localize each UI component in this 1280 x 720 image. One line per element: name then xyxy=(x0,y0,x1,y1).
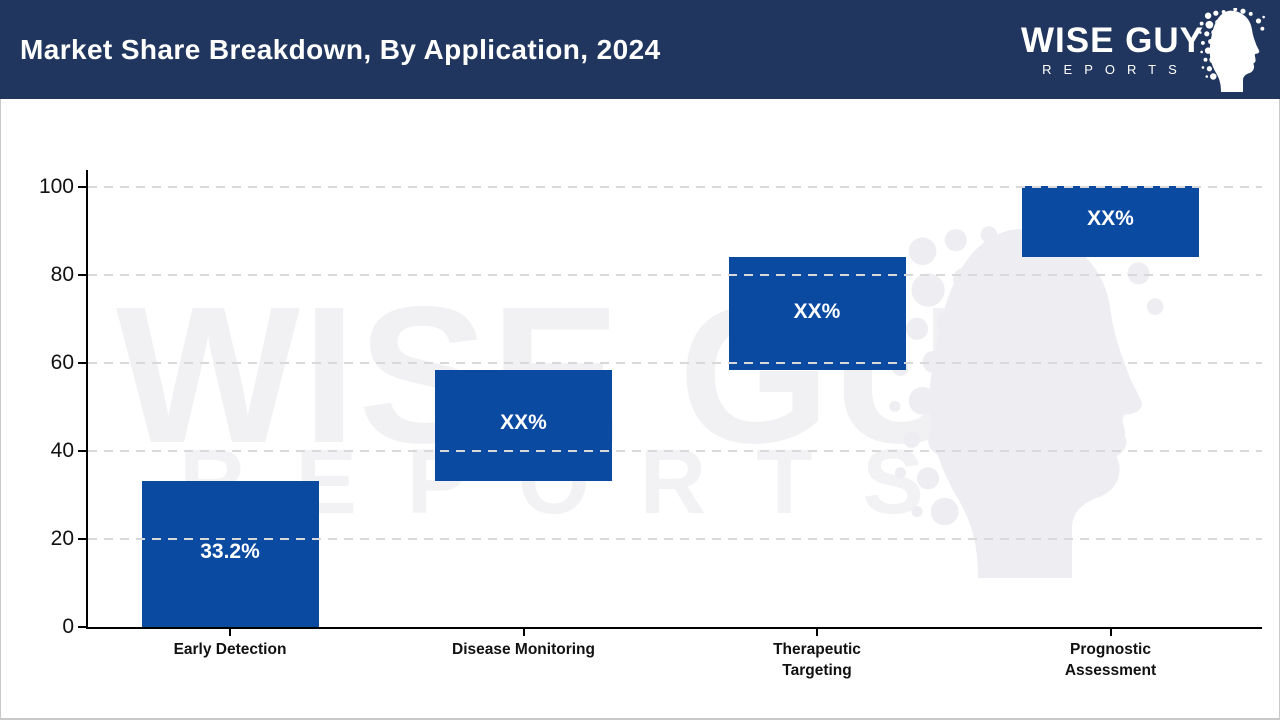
y-tick-label: 60 xyxy=(50,351,74,374)
bar xyxy=(435,370,612,481)
bar-value-label: 33.2% xyxy=(200,539,260,563)
x-tick-mark xyxy=(1109,629,1112,636)
y-tick-label: 20 xyxy=(50,527,74,550)
bar xyxy=(141,480,319,627)
y-tick-mark xyxy=(78,362,86,364)
x-tick-mark xyxy=(522,629,525,636)
y-tick-mark xyxy=(78,274,86,276)
gridline xyxy=(88,450,1262,452)
y-tick-mark xyxy=(78,626,86,628)
x-category-label: Prognostic Assessment xyxy=(991,640,1231,682)
x-tick-mark xyxy=(816,629,818,636)
x-axis-spine xyxy=(86,627,1262,629)
gridline xyxy=(88,362,1262,364)
x-category-label-line: Assessment xyxy=(1064,661,1157,679)
bar xyxy=(1022,185,1199,257)
bar-value-label: XX% xyxy=(1087,207,1134,231)
y-tick-label: 0 xyxy=(62,615,74,638)
x-category-label: Disease Monitoring xyxy=(404,640,644,661)
gridline xyxy=(88,186,1262,188)
y-tick-label: 80 xyxy=(50,263,74,286)
x-category-label: Early Detection xyxy=(110,640,350,661)
y-tick-mark xyxy=(78,186,86,188)
brand-logo: WISE GUY REPORTS xyxy=(1021,6,1268,94)
brand-logo-text: WISE GUY REPORTS xyxy=(1021,23,1204,77)
header: Market Share Breakdown, By Application, … xyxy=(0,0,1280,99)
bar-value-label: XX% xyxy=(793,299,841,323)
y-tick-mark xyxy=(78,538,86,540)
y-axis-spine xyxy=(86,170,88,629)
brand-face-icon xyxy=(1199,8,1265,92)
x-tick-mark xyxy=(229,629,231,636)
y-tick-label: 40 xyxy=(50,439,74,462)
x-category-label-line: Disease Monitoring xyxy=(452,641,595,658)
bar-value-label: XX% xyxy=(500,411,547,435)
page-title: Market Share Breakdown, By Application, … xyxy=(20,33,661,65)
watermark-face-icon xyxy=(883,218,1164,578)
y-tick-mark xyxy=(78,450,86,452)
x-category-label-line: Therapeutic xyxy=(773,641,861,658)
x-category-label-line: Targeting xyxy=(782,661,852,679)
gridline xyxy=(88,538,1262,540)
x-category-label-line: Early Detection xyxy=(173,641,287,658)
brand-name: WISE GUY xyxy=(1020,21,1204,60)
x-category-label-line: Prognostic xyxy=(1070,641,1151,658)
gridline xyxy=(88,274,1262,276)
y-tick-label: 100 xyxy=(38,175,74,198)
x-category-label: Therapeutic Targeting xyxy=(697,640,937,682)
brand-subname: REPORTS xyxy=(1042,62,1189,77)
